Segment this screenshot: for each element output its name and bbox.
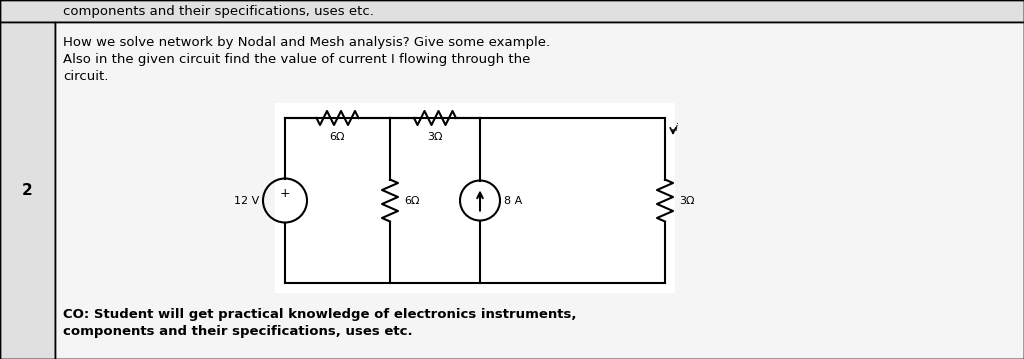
Text: 6Ω: 6Ω [404, 196, 420, 205]
Text: How we solve network by Nodal and Mesh analysis? Give some example.: How we solve network by Nodal and Mesh a… [63, 36, 550, 49]
Text: 6Ω: 6Ω [330, 132, 345, 142]
Text: components and their specifications, uses etc.: components and their specifications, use… [63, 5, 374, 19]
Text: Also in the given circuit find the value of current I flowing through the: Also in the given circuit find the value… [63, 53, 530, 66]
Text: 8 A: 8 A [504, 196, 522, 205]
Text: 12 V: 12 V [233, 196, 259, 205]
Bar [275, 103, 675, 293]
Text: i: i [675, 123, 678, 133]
Text: components and their specifications, uses etc.: components and their specifications, use… [63, 325, 413, 338]
Text: +: + [280, 187, 291, 200]
Text: CO: Student will get practical knowledge of electronics instruments,: CO: Student will get practical knowledge… [63, 308, 577, 321]
Text: 2: 2 [23, 183, 33, 198]
Text: 3Ω: 3Ω [679, 196, 694, 205]
Text: 3Ω: 3Ω [427, 132, 442, 142]
Text: circuit.: circuit. [63, 70, 109, 83]
Bar [0, 22, 55, 359]
Bar [0, 0, 1024, 22]
